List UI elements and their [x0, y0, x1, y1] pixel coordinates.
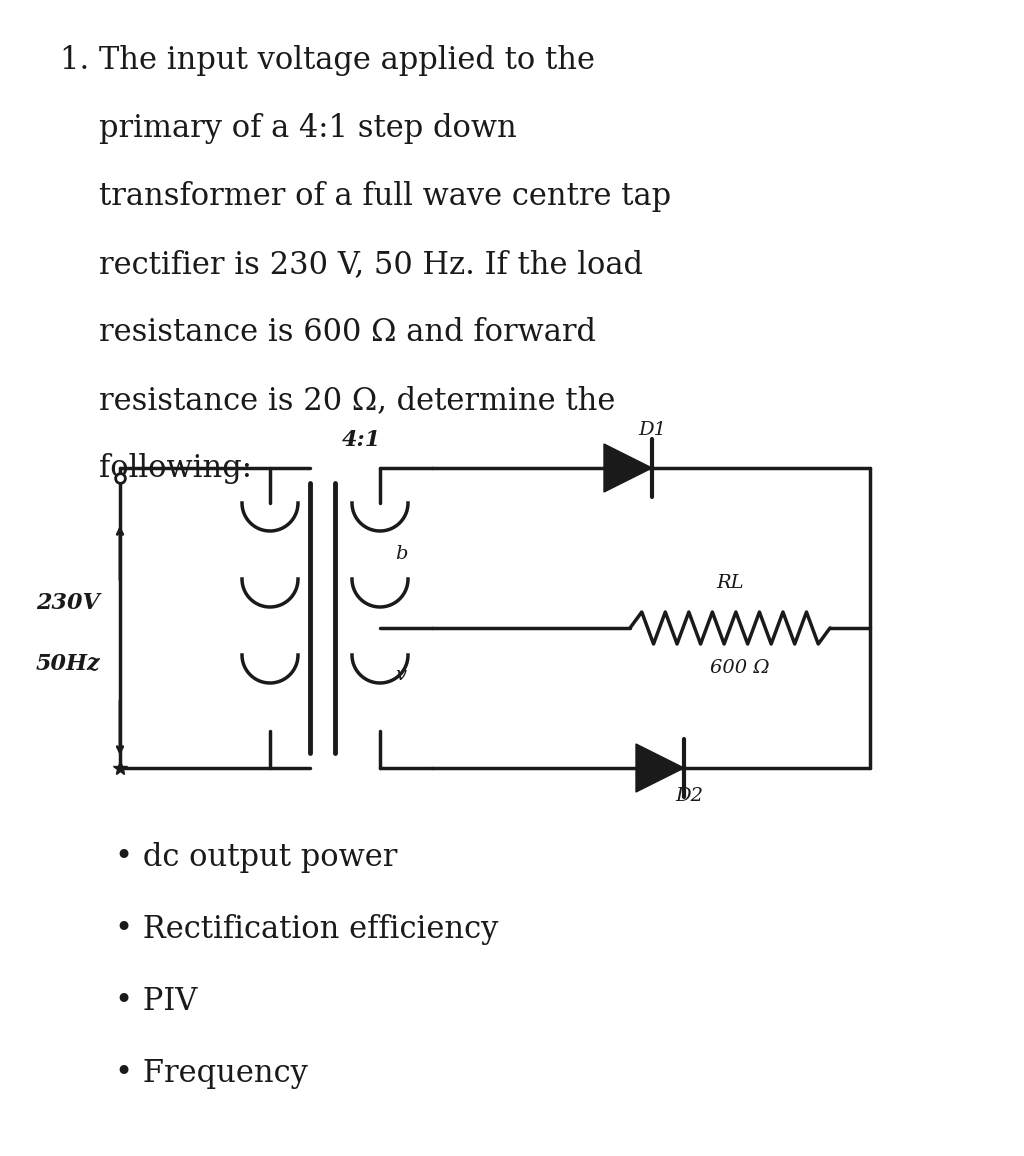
Text: • Frequency: • Frequency	[115, 1058, 308, 1089]
Text: • Rectification efficiency: • Rectification efficiency	[115, 914, 499, 944]
Text: resistance is 600 Ω and forward: resistance is 600 Ω and forward	[60, 317, 596, 348]
Text: D1: D1	[638, 421, 666, 439]
Text: 50Hz: 50Hz	[36, 652, 100, 674]
Text: • PIV: • PIV	[115, 986, 198, 1017]
Polygon shape	[604, 444, 652, 492]
Text: resistance is 20 Ω, determine the: resistance is 20 Ω, determine the	[60, 385, 615, 416]
Text: b: b	[395, 544, 408, 563]
Text: • dc output power: • dc output power	[115, 842, 397, 873]
Text: D2: D2	[675, 787, 703, 805]
Text: transformer of a full wave centre tap: transformer of a full wave centre tap	[60, 181, 671, 212]
Text: 4:1: 4:1	[341, 429, 381, 451]
Text: following:: following:	[60, 453, 252, 484]
Text: 230V: 230V	[36, 592, 100, 614]
Text: rectifier is 230 V, 50 Hz. If the load: rectifier is 230 V, 50 Hz. If the load	[60, 249, 643, 280]
Text: primary of a 4:1 step down: primary of a 4:1 step down	[60, 113, 517, 144]
Text: 1. The input voltage applied to the: 1. The input voltage applied to the	[60, 45, 595, 76]
Text: v: v	[395, 666, 406, 684]
Polygon shape	[636, 744, 684, 792]
Text: RL: RL	[716, 575, 743, 592]
Text: 600 Ω: 600 Ω	[711, 659, 770, 677]
